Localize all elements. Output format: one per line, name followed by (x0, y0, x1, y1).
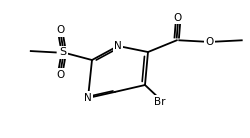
Text: Br: Br (154, 97, 166, 107)
Text: N: N (114, 41, 122, 51)
Text: N: N (84, 93, 92, 103)
Text: O: O (56, 25, 65, 35)
Text: O: O (205, 37, 214, 47)
Text: O: O (174, 13, 182, 22)
Text: S: S (60, 47, 67, 57)
Text: O: O (56, 70, 65, 80)
